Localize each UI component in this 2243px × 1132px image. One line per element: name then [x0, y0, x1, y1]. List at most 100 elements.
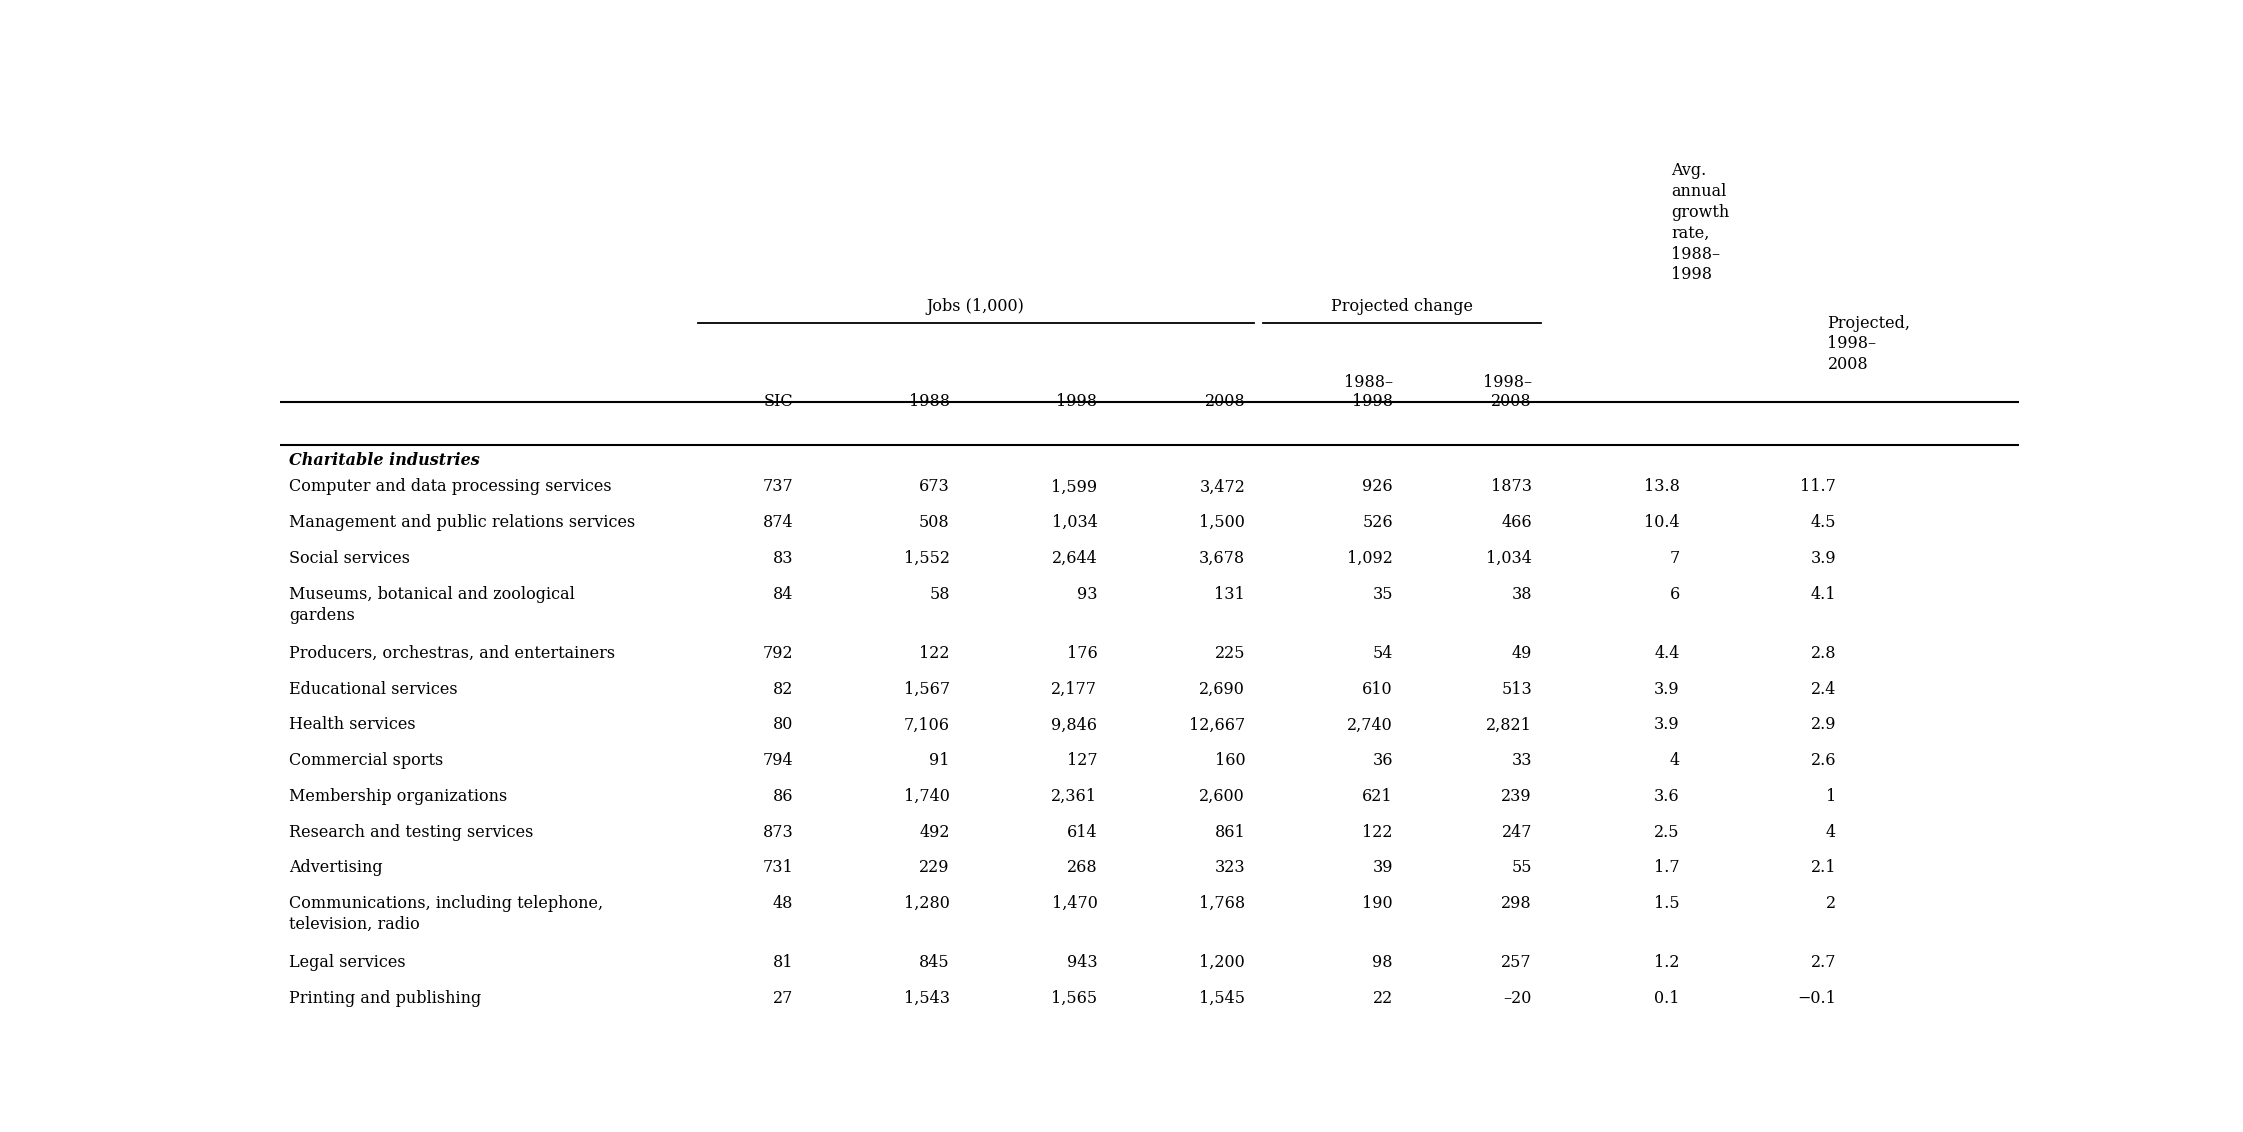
- Text: 673: 673: [920, 479, 949, 496]
- Text: 91: 91: [929, 752, 949, 769]
- Text: 2,600: 2,600: [1200, 788, 1245, 805]
- Text: 2,821: 2,821: [1487, 717, 1532, 734]
- Text: 1998: 1998: [1056, 394, 1097, 411]
- Text: 4.5: 4.5: [1810, 514, 1837, 531]
- Text: Management and public relations services: Management and public relations services: [289, 514, 635, 531]
- Text: 49: 49: [1512, 645, 1532, 662]
- Text: 1,740: 1,740: [904, 788, 949, 805]
- Text: 1,543: 1,543: [904, 990, 949, 1007]
- Text: 526: 526: [1362, 514, 1393, 531]
- Text: 1,280: 1,280: [904, 895, 949, 912]
- Text: Educational services: Educational services: [289, 680, 458, 697]
- Text: 2.1: 2.1: [1810, 859, 1837, 876]
- Text: 11.7: 11.7: [1801, 479, 1837, 496]
- Text: 298: 298: [1501, 895, 1532, 912]
- Text: 2.9: 2.9: [1810, 717, 1837, 734]
- Text: 2,690: 2,690: [1200, 680, 1245, 697]
- Text: 3.9: 3.9: [1810, 550, 1837, 567]
- Text: 84: 84: [774, 585, 794, 602]
- Text: 1988: 1988: [908, 394, 949, 411]
- Text: 93: 93: [1077, 585, 1097, 602]
- Text: 1: 1: [1826, 788, 1837, 805]
- Text: 86: 86: [772, 788, 794, 805]
- Text: 621: 621: [1362, 788, 1393, 805]
- Text: 2,177: 2,177: [1052, 680, 1097, 697]
- Text: 2,644: 2,644: [1052, 550, 1097, 567]
- Text: 127: 127: [1068, 752, 1097, 769]
- Text: Commercial sports: Commercial sports: [289, 752, 444, 769]
- Text: 13.8: 13.8: [1644, 479, 1680, 496]
- Text: Advertising: Advertising: [289, 859, 384, 876]
- Text: 176: 176: [1068, 645, 1097, 662]
- Text: 1988–
1998: 1988– 1998: [1344, 374, 1393, 411]
- Text: 239: 239: [1501, 788, 1532, 805]
- Text: 2,740: 2,740: [1348, 717, 1393, 734]
- Text: 54: 54: [1373, 645, 1393, 662]
- Text: 3.9: 3.9: [1653, 680, 1680, 697]
- Text: 35: 35: [1373, 585, 1393, 602]
- Text: Avg.
annual
growth
rate,
1988–
1998: Avg. annual growth rate, 1988– 1998: [1671, 162, 1729, 283]
- Text: 1,567: 1,567: [904, 680, 949, 697]
- Text: 3.9: 3.9: [1653, 717, 1680, 734]
- Text: 122: 122: [1362, 824, 1393, 841]
- Text: 257: 257: [1501, 954, 1532, 971]
- Text: 80: 80: [774, 717, 794, 734]
- Text: 131: 131: [1213, 585, 1245, 602]
- Text: 737: 737: [763, 479, 794, 496]
- Text: 98: 98: [1373, 954, 1393, 971]
- Text: 4.1: 4.1: [1810, 585, 1837, 602]
- Text: 2: 2: [1826, 895, 1837, 912]
- Text: 614: 614: [1068, 824, 1097, 841]
- Text: SIC: SIC: [763, 394, 794, 411]
- Text: Producers, orchestras, and entertainers: Producers, orchestras, and entertainers: [289, 645, 615, 662]
- Text: 48: 48: [774, 895, 794, 912]
- Text: 81: 81: [772, 954, 794, 971]
- Text: 794: 794: [763, 752, 794, 769]
- Text: −0.1: −0.1: [1797, 990, 1837, 1007]
- Text: 268: 268: [1068, 859, 1097, 876]
- Text: 2,361: 2,361: [1052, 788, 1097, 805]
- Text: 1,500: 1,500: [1200, 514, 1245, 531]
- Text: 1,552: 1,552: [904, 550, 949, 567]
- Text: 190: 190: [1362, 895, 1393, 912]
- Text: 1,565: 1,565: [1052, 990, 1097, 1007]
- Text: Health services: Health services: [289, 717, 415, 734]
- Text: 22: 22: [1373, 990, 1393, 1007]
- Text: 2.5: 2.5: [1655, 824, 1680, 841]
- Text: Projected,
1998–
2008: Projected, 1998– 2008: [1828, 315, 1911, 374]
- Text: 39: 39: [1373, 859, 1393, 876]
- Text: 2008: 2008: [1204, 394, 1245, 411]
- Text: 3,678: 3,678: [1200, 550, 1245, 567]
- Text: 1,768: 1,768: [1200, 895, 1245, 912]
- Text: 7: 7: [1669, 550, 1680, 567]
- Text: 492: 492: [920, 824, 949, 841]
- Text: Projected change: Projected change: [1330, 298, 1474, 315]
- Text: Social services: Social services: [289, 550, 410, 567]
- Text: 926: 926: [1362, 479, 1393, 496]
- Text: 792: 792: [763, 645, 794, 662]
- Text: 1.2: 1.2: [1655, 954, 1680, 971]
- Text: 3,472: 3,472: [1200, 479, 1245, 496]
- Text: 1873: 1873: [1492, 479, 1532, 496]
- Text: 1,545: 1,545: [1200, 990, 1245, 1007]
- Text: 466: 466: [1501, 514, 1532, 531]
- Text: 0.1: 0.1: [1655, 990, 1680, 1007]
- Text: 83: 83: [772, 550, 794, 567]
- Text: 33: 33: [1512, 752, 1532, 769]
- Text: 36: 36: [1373, 752, 1393, 769]
- Text: Legal services: Legal services: [289, 954, 406, 971]
- Text: 122: 122: [920, 645, 949, 662]
- Text: 10.4: 10.4: [1644, 514, 1680, 531]
- Text: 38: 38: [1512, 585, 1532, 602]
- Text: Membership organizations: Membership organizations: [289, 788, 507, 805]
- Text: 1,034: 1,034: [1487, 550, 1532, 567]
- Text: 513: 513: [1501, 680, 1532, 697]
- Text: Printing and publishing: Printing and publishing: [289, 990, 482, 1007]
- Text: 1,034: 1,034: [1052, 514, 1097, 531]
- Text: Computer and data processing services: Computer and data processing services: [289, 479, 612, 496]
- Text: 610: 610: [1362, 680, 1393, 697]
- Text: 82: 82: [774, 680, 794, 697]
- Text: 2.7: 2.7: [1810, 954, 1837, 971]
- Text: 4.4: 4.4: [1655, 645, 1680, 662]
- Text: 3.6: 3.6: [1653, 788, 1680, 805]
